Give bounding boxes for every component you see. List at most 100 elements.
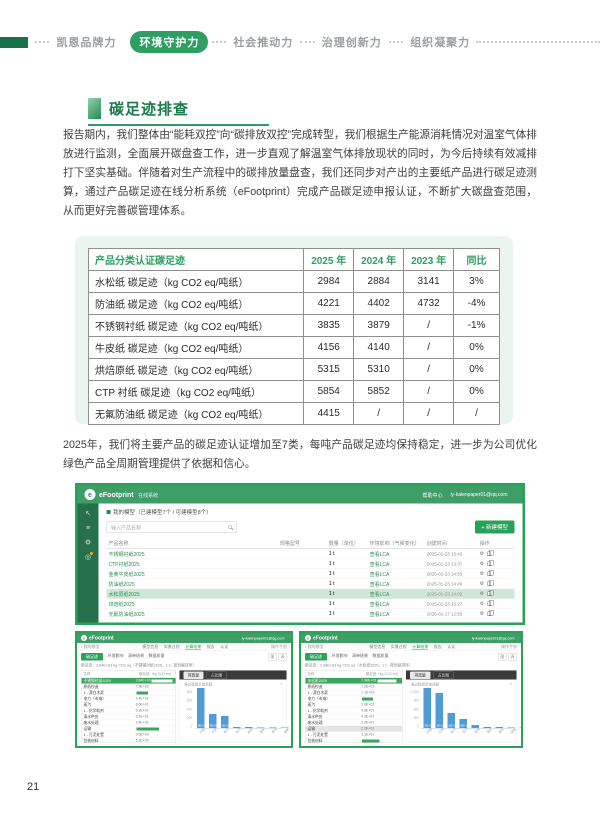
contribution-row[interactable]: 废水处理 2.9E+01: [305, 720, 403, 726]
chart-view-toggle[interactable]: 排放量: [183, 671, 204, 679]
chart-bar[interactable]: 1.1E+03: [434, 692, 445, 728]
contribution-row[interactable]: 1 - 化学助剂 9.8E+01: [305, 708, 403, 714]
settings-icon[interactable]: ⚙: [479, 610, 485, 617]
chart-bar[interactable]: [483, 726, 492, 728]
result-tab[interactable]: 清单结果: [352, 653, 368, 658]
view-lca-link[interactable]: 查看LCA: [367, 608, 425, 619]
gear-icon[interactable]: ⚙: [84, 538, 92, 546]
view-toggle-button[interactable]: 图: [498, 652, 507, 661]
nav-link[interactable]: 模型信息: [142, 644, 159, 649]
model-name-link[interactable]: 无氟防油纸2025: [106, 608, 278, 619]
settings-icon[interactable]: ⚙: [479, 590, 485, 597]
chapter-tab[interactable]: 组织凝聚力: [410, 37, 471, 49]
model-row[interactable]: 不锈钢衬纸2025 1 t 查看LCA 2025-01-23 13:42 ⚙: [106, 548, 515, 559]
model-name-link[interactable]: 水松原纸2025: [106, 588, 278, 599]
model-name-link[interactable]: 防油纸2025: [106, 578, 278, 589]
chart-bar[interactable]: [495, 727, 504, 728]
model-name-link[interactable]: 烘焙纸2025: [106, 598, 278, 609]
model-row[interactable]: 防油纸2025 1 t 查看LCA 2025-01-23 14:46 ⚙: [106, 578, 515, 589]
help-link[interactable]: 帮助中心: [422, 492, 443, 499]
chart-bar[interactable]: [268, 727, 277, 728]
menu-icon[interactable]: ≡: [85, 523, 91, 532]
settings-icon[interactable]: ⚙: [479, 560, 485, 567]
copy-icon[interactable]: [487, 590, 494, 596]
contribution-row[interactable]: 1 - 污泥处置 9.6E+00: [81, 732, 176, 738]
nav-link[interactable]: 实景过程: [163, 644, 180, 649]
contribution-row[interactable]: 包装材料: [306, 738, 403, 743]
chart-bar[interactable]: 4.5E+02: [446, 712, 457, 728]
contribution-row[interactable]: 蒸汽 2.6E+02: [305, 702, 403, 708]
search-input[interactable]: 输入产品名称: [106, 521, 237, 533]
settings-icon[interactable]: ⚙: [479, 550, 485, 557]
contribution-row[interactable]: 运输: [81, 726, 176, 732]
result-tab[interactable]: 碳足迹: [81, 652, 103, 661]
back-link[interactable]: ‹ 我的模型: [305, 644, 324, 650]
chapter-tab[interactable]: 环境守护力: [130, 31, 209, 53]
nav-link[interactable]: 模型信息: [369, 644, 386, 649]
copy-icon[interactable]: [487, 580, 494, 586]
model-row[interactable]: 无氟防油纸2025 1 t 查看LCA 2025-01-17 12:55 ⚙: [106, 608, 515, 619]
contribution-row[interactable]: 1 - 化学助剂 5.2E+01: [81, 708, 176, 714]
chapter-tab[interactable]: 凯恩品牌力: [56, 37, 117, 49]
view-lca-link[interactable]: 查看LCA: [367, 588, 425, 599]
chart-menu-icon[interactable]: ≡: [509, 681, 513, 686]
settings-icon[interactable]: ⚙: [479, 600, 485, 607]
search-icon[interactable]: [228, 525, 232, 529]
chart-bar[interactable]: [280, 727, 289, 728]
contribution-row[interactable]: 清水供应 3.1E+01: [81, 714, 176, 720]
nav-link[interactable]: 认证: [220, 644, 229, 649]
contribution-row[interactable]: 运输 2.2E+01: [305, 726, 403, 732]
chart-bar[interactable]: 2.6E+02: [458, 719, 469, 728]
chart-bar[interactable]: [256, 727, 265, 728]
view-toggle-button[interactable]: 表: [278, 652, 287, 661]
copy-icon[interactable]: [487, 570, 494, 576]
chapter-tab[interactable]: 治理创新力: [321, 37, 382, 49]
result-tab[interactable]: 环境影响: [107, 653, 124, 658]
nav-link[interactable]: 报告: [206, 644, 215, 649]
manual-link[interactable]: 操作手册: [500, 644, 517, 650]
contribution-row[interactable]: 蒸汽 8.6E+01: [81, 702, 176, 708]
nav-link[interactable]: 实景过程: [390, 644, 407, 649]
chart-bar[interactable]: 2.8E+02: [207, 714, 219, 728]
chapter-tab[interactable]: 社会推动力: [233, 37, 294, 49]
nav-link[interactable]: 报告: [433, 644, 442, 649]
chart-view-toggle[interactable]: 占比图: [206, 671, 227, 679]
nav-link[interactable]: 计算结果: [412, 644, 429, 650]
chart-bar[interactable]: 2.4E+02: [219, 716, 231, 728]
manual-link[interactable]: 操作手册: [270, 644, 287, 650]
contribution-row[interactable]: 1 - 污泥处置 1.1E+01: [305, 732, 403, 738]
chart-bar[interactable]: [507, 727, 516, 728]
result-tab[interactable]: 数据质量: [148, 653, 165, 658]
model-name-link[interactable]: 不锈钢衬纸2025: [106, 548, 278, 559]
settings-icon[interactable]: ⚙: [479, 570, 485, 577]
contribution-row[interactable]: 水松纸2025 2.98E+03: [305, 678, 403, 684]
model-name-link[interactable]: 金黄牛皮纸2025: [106, 568, 278, 579]
contribution-row[interactable]: 1 - 漂白木浆 1.1E+03: [305, 690, 403, 696]
contribution-row[interactable]: 包装材料 5.2E+00: [82, 738, 176, 743]
chart-view-toggle[interactable]: 排放量: [410, 671, 431, 679]
model-row[interactable]: CTP衬纸2025 1 t 查看LCA 2025-01-23 13:37 ⚙: [106, 558, 515, 569]
contribution-row[interactable]: 原纸抄造 7.9E+02: [81, 684, 176, 690]
copy-icon[interactable]: [487, 560, 494, 566]
view-toggle-button[interactable]: 图: [268, 652, 277, 661]
chart-view-toggle[interactable]: 占比图: [433, 671, 454, 679]
contribution-row[interactable]: 清水供应 4.2E+01: [305, 714, 403, 720]
cursor-icon[interactable]: ↖: [85, 509, 91, 517]
view-lca-link[interactable]: 查看LCA: [367, 558, 425, 569]
view-toggle-button[interactable]: 表: [508, 652, 517, 661]
chart-bar[interactable]: [232, 726, 241, 728]
new-model-button[interactable]: + 新建模型: [474, 520, 515, 534]
contribution-row[interactable]: 电力（市电） 2.4E+02: [81, 696, 176, 702]
result-tab[interactable]: 数据质量: [372, 653, 389, 658]
view-lca-link[interactable]: 查看LCA: [367, 598, 425, 609]
view-lca-link[interactable]: 查看LCA: [367, 548, 425, 559]
view-lca-link[interactable]: 查看LCA: [367, 578, 425, 589]
result-tab[interactable]: 环境影响: [331, 653, 348, 658]
account-email[interactable]: ly-kaienpaper01@qq.com: [450, 491, 508, 498]
nav-link[interactable]: 计算结果: [185, 644, 202, 650]
copy-icon[interactable]: [487, 550, 494, 556]
copy-icon[interactable]: [487, 600, 494, 606]
nav-link[interactable]: 认证: [447, 644, 456, 649]
view-lca-link[interactable]: 查看LCA: [367, 568, 425, 579]
chart-bar[interactable]: [519, 727, 521, 728]
